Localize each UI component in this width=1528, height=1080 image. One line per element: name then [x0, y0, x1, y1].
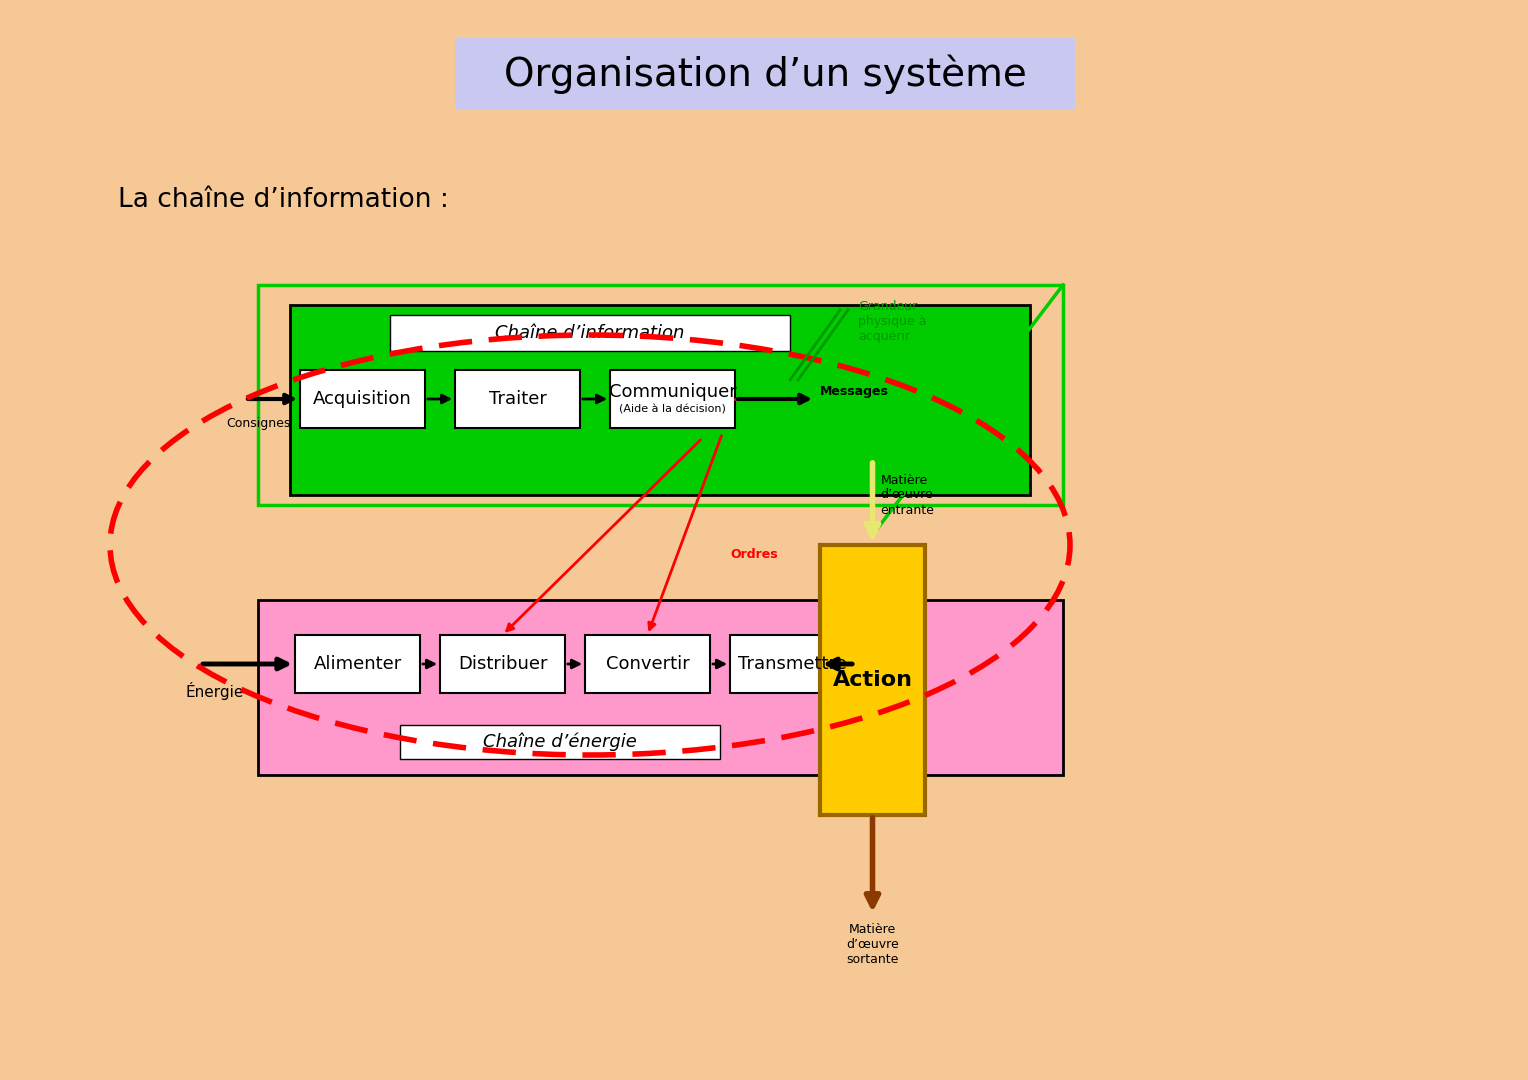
Bar [299, 370, 425, 428]
Text: Consignes: Consignes [226, 417, 290, 430]
Bar [390, 315, 790, 351]
Text: Messages: Messages [821, 384, 889, 397]
Bar [821, 600, 940, 775]
Text: Distribuer: Distribuer [458, 654, 547, 673]
Bar [440, 635, 565, 693]
Text: Organisation d’un système: Organisation d’un système [504, 54, 1027, 94]
Text: La chaîne d’information :: La chaîne d’information : [118, 187, 449, 213]
Bar [455, 38, 1076, 110]
Text: Transmettre: Transmettre [738, 654, 847, 673]
Text: Chaîne d’énergie: Chaîne d’énergie [483, 732, 637, 752]
Text: Alimenter: Alimenter [313, 654, 402, 673]
Bar [295, 635, 420, 693]
Bar [821, 545, 924, 815]
Text: Traiter: Traiter [489, 390, 547, 408]
Bar [400, 725, 720, 759]
Text: Chaîne d’information: Chaîne d’information [495, 324, 685, 342]
Text: Convertir: Convertir [605, 654, 689, 673]
Text: Grandeur
physique à
acquérir: Grandeur physique à acquérir [859, 300, 926, 343]
Text: Acquisition: Acquisition [313, 390, 413, 408]
Text: Matière
d’œuvre
sortante: Matière d’œuvre sortante [847, 923, 898, 966]
Text: Ordres: Ordres [730, 549, 778, 562]
Text: Matière
d’œuvre
entrante: Matière d’œuvre entrante [880, 473, 935, 516]
Bar [290, 305, 1030, 495]
Bar [730, 635, 856, 693]
Text: Communiquer: Communiquer [608, 383, 736, 401]
Bar [610, 370, 735, 428]
Bar [258, 285, 1063, 505]
Text: Action: Action [833, 670, 912, 690]
Text: Énergie: Énergie [186, 681, 244, 700]
Bar [258, 600, 1063, 775]
Text: (Aide à la décision): (Aide à la décision) [619, 404, 726, 414]
Bar [455, 370, 581, 428]
Bar [585, 635, 711, 693]
